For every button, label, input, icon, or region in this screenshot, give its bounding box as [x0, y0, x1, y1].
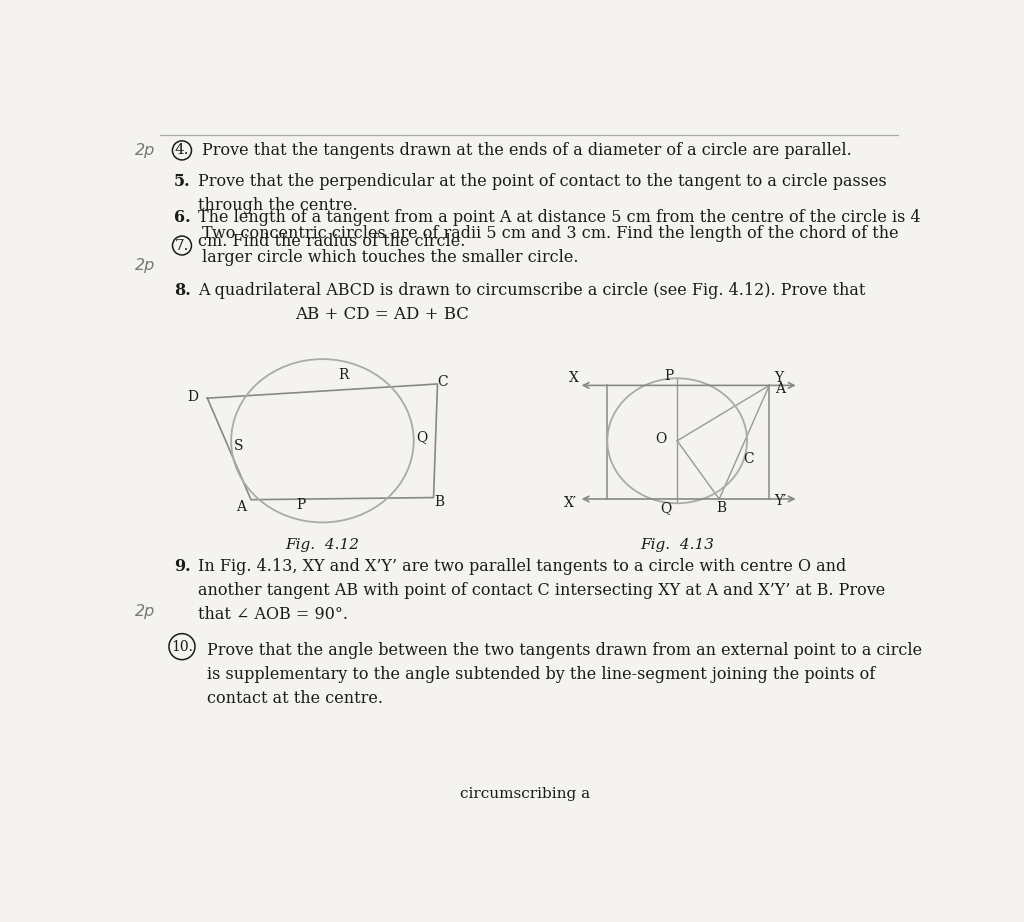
Text: Two concentric circles are of radii 5 cm and 3 cm. Find the length of the chord : Two concentric circles are of radii 5 cm…: [202, 225, 898, 266]
Text: circumscribing a: circumscribing a: [460, 786, 590, 800]
Text: A quadrilateral ABCD is drawn to circumscribe a circle (see Fig. 4.12). Prove th: A quadrilateral ABCD is drawn to circums…: [198, 282, 865, 300]
Text: S: S: [234, 439, 244, 453]
Text: Fig.  4.12: Fig. 4.12: [286, 538, 359, 552]
Text: Prove that the perpendicular at the point of contact to the tangent to a circle : Prove that the perpendicular at the poin…: [198, 173, 887, 214]
Text: 8.: 8.: [174, 282, 190, 300]
Text: 5.: 5.: [174, 173, 190, 190]
Text: P: P: [296, 499, 305, 513]
Text: 6.: 6.: [174, 208, 190, 226]
Text: P: P: [665, 369, 674, 384]
Text: Y′: Y′: [774, 494, 786, 508]
Text: O: O: [655, 431, 667, 445]
Text: A: A: [237, 501, 247, 514]
Text: 2p: 2p: [135, 143, 156, 158]
Text: X′: X′: [563, 495, 577, 510]
Text: The length of a tangent from a point A at distance 5 cm from the centre of the c: The length of a tangent from a point A a…: [198, 208, 921, 250]
Text: Prove that the angle between the two tangents drawn from an external point to a : Prove that the angle between the two tan…: [207, 642, 923, 707]
Text: 2p: 2p: [135, 258, 156, 273]
Text: A: A: [775, 382, 785, 396]
Text: D: D: [187, 390, 199, 404]
Text: In Fig. 4.13, XY and X’Y’ are two parallel tangents to a circle with centre O an: In Fig. 4.13, XY and X’Y’ are two parall…: [198, 558, 885, 623]
Text: C: C: [743, 452, 754, 466]
Text: 7.: 7.: [175, 239, 189, 253]
Text: Q: Q: [416, 431, 427, 444]
Text: C: C: [437, 375, 447, 389]
Text: X: X: [569, 371, 579, 384]
Text: AB + CD = AD + BC: AB + CD = AD + BC: [295, 306, 469, 323]
Text: B: B: [434, 495, 444, 509]
Text: 9.: 9.: [174, 558, 190, 575]
Text: R: R: [339, 368, 349, 382]
Text: 10.: 10.: [171, 640, 193, 654]
Text: 2p: 2p: [135, 604, 156, 619]
Text: Q: Q: [660, 502, 672, 515]
Text: Fig.  4.13: Fig. 4.13: [640, 538, 714, 552]
Text: Prove that the tangents drawn at the ends of a diameter of a circle are parallel: Prove that the tangents drawn at the end…: [202, 142, 852, 159]
Text: B: B: [717, 502, 727, 515]
Text: 4.: 4.: [175, 144, 189, 158]
Text: Y: Y: [774, 371, 783, 384]
